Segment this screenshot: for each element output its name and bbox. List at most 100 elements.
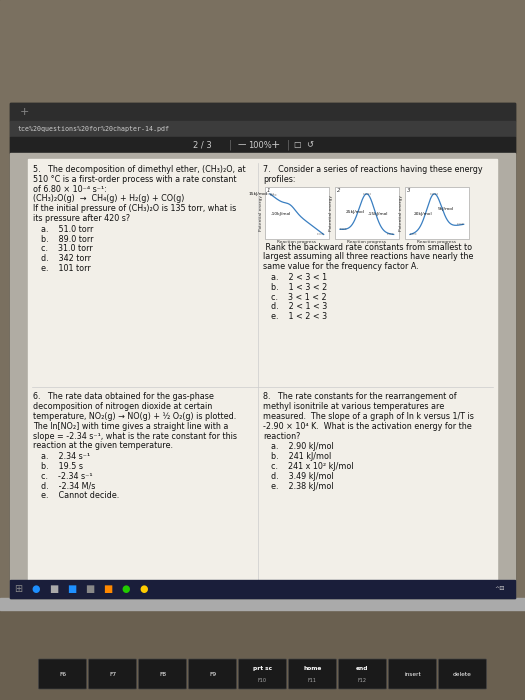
Text: b.    19.5 s: b. 19.5 s	[41, 462, 83, 471]
Text: -15kJ/mol: -15kJ/mol	[368, 212, 388, 216]
FancyBboxPatch shape	[38, 659, 87, 689]
Text: delete: delete	[453, 671, 472, 676]
Text: 510 °C is a first-order process with a rate constant: 510 °C is a first-order process with a r…	[33, 175, 236, 184]
Text: If the initial pressure of (CH₃)₂O is 135 torr, what is: If the initial pressure of (CH₃)₂O is 13…	[33, 204, 236, 214]
Text: +: +	[271, 140, 280, 150]
Text: c.    -2.34 s⁻¹: c. -2.34 s⁻¹	[41, 472, 92, 481]
Text: decomposition of nitrogen dioxide at certain: decomposition of nitrogen dioxide at cer…	[33, 402, 212, 411]
FancyBboxPatch shape	[388, 659, 436, 689]
Text: ■: ■	[86, 584, 94, 594]
Text: d.    2 < 1 < 3: d. 2 < 1 < 3	[271, 302, 327, 312]
Text: Reaction progress: Reaction progress	[277, 239, 316, 244]
Text: Reaction progress: Reaction progress	[348, 239, 386, 244]
Text: reaction?: reaction?	[263, 432, 300, 440]
Text: 5.   The decomposition of dimethyl ether, (CH₃)₂O, at: 5. The decomposition of dimethyl ether, …	[33, 165, 246, 174]
Text: b.    89.0 torr: b. 89.0 torr	[41, 234, 93, 244]
Text: c.    31.0 torr: c. 31.0 torr	[41, 244, 93, 253]
Bar	[10, 137, 515, 153]
Text: a.    2.34 s⁻¹: a. 2.34 s⁻¹	[41, 452, 90, 461]
Text: F12: F12	[358, 678, 367, 682]
Text: 15kJ/mol: 15kJ/mol	[249, 193, 268, 196]
Text: d.    3.49 kJ/mol: d. 3.49 kJ/mol	[271, 472, 333, 481]
FancyBboxPatch shape	[339, 659, 386, 689]
Text: F7: F7	[109, 671, 116, 676]
Text: F10: F10	[258, 678, 267, 682]
Text: F8: F8	[159, 671, 166, 676]
FancyBboxPatch shape	[289, 659, 337, 689]
Text: Potential energy: Potential energy	[259, 195, 263, 230]
FancyBboxPatch shape	[438, 659, 487, 689]
Text: ●: ●	[122, 584, 130, 594]
Text: largest assuming all three reactions have nearly the: largest assuming all three reactions hav…	[263, 253, 473, 261]
Text: e.    101 torr: e. 101 torr	[41, 264, 91, 273]
Text: (CH₃)₂O(g)  →  CH₄(g) + H₂(g) + CO(g): (CH₃)₂O(g) → CH₄(g) + H₂(g) + CO(g)	[33, 195, 184, 204]
Bar	[0, 598, 525, 610]
Text: 5kJ/mol: 5kJ/mol	[438, 207, 454, 211]
Text: Potential energy: Potential energy	[399, 195, 403, 230]
Bar	[265, 187, 329, 239]
Text: 7.   Consider a series of reactions having these energy: 7. Consider a series of reactions having…	[263, 165, 482, 174]
Text: methyl isonitrile at various temperatures are: methyl isonitrile at various temperature…	[263, 402, 444, 411]
Text: ■: ■	[49, 584, 59, 594]
Text: prt sc: prt sc	[253, 666, 272, 671]
Bar	[10, 103, 515, 121]
Text: —: —	[238, 141, 246, 150]
Text: ^⊟: ^⊟	[495, 587, 505, 592]
Text: a.    2 < 3 < 1: a. 2 < 3 < 1	[271, 273, 327, 282]
Text: home: home	[303, 666, 322, 671]
Text: |: |	[286, 140, 289, 150]
Bar	[10, 103, 515, 598]
Text: its pressure after 420 s?: its pressure after 420 s?	[33, 214, 130, 223]
Text: b.    241 kJ/mol: b. 241 kJ/mol	[271, 452, 331, 461]
Text: d.    -2.34 M/s: d. -2.34 M/s	[41, 482, 96, 491]
Text: 3: 3	[407, 188, 411, 193]
Text: +: +	[20, 107, 29, 117]
Text: ☐: ☐	[293, 141, 301, 150]
Text: b.    1 < 3 < 2: b. 1 < 3 < 2	[271, 283, 327, 292]
Text: 1: 1	[267, 188, 270, 193]
Text: Potential energy: Potential energy	[329, 195, 333, 230]
Text: tce%20questions%20for%20chapter-14.pdf: tce%20questions%20for%20chapter-14.pdf	[18, 126, 170, 132]
FancyBboxPatch shape	[89, 659, 136, 689]
Text: ■: ■	[103, 584, 113, 594]
Text: e.    2.38 kJ/mol: e. 2.38 kJ/mol	[271, 482, 333, 491]
Text: 6.   The rate data obtained for the gas-phase: 6. The rate data obtained for the gas-ph…	[33, 393, 214, 401]
Text: measured.  The slope of a graph of ln k versus 1/T is: measured. The slope of a graph of ln k v…	[263, 412, 474, 421]
Text: end: end	[356, 666, 369, 671]
Text: The ln[NO₂] with time gives a straight line with a: The ln[NO₂] with time gives a straight l…	[33, 422, 228, 430]
Text: |: |	[228, 140, 232, 150]
Bar	[28, 159, 497, 590]
Text: reaction at the given temperature.: reaction at the given temperature.	[33, 442, 173, 450]
FancyBboxPatch shape	[188, 659, 236, 689]
Text: c.    241 x 10² kJ/mol: c. 241 x 10² kJ/mol	[271, 462, 353, 471]
Text: 25kJ/mol: 25kJ/mol	[346, 209, 365, 214]
Text: profiles:: profiles:	[263, 175, 295, 184]
Text: ↺: ↺	[307, 141, 313, 150]
Bar	[335, 187, 399, 239]
Text: c.    3 < 1 < 2: c. 3 < 1 < 2	[271, 293, 327, 302]
FancyBboxPatch shape	[139, 659, 186, 689]
Bar	[10, 121, 515, 137]
Text: -10kJ/mol: -10kJ/mol	[271, 212, 292, 216]
Text: e.    Cannot decide.: e. Cannot decide.	[41, 491, 119, 500]
Text: temperature, NO₂(g) → NO(g) + ½ O₂(g) is plotted.: temperature, NO₂(g) → NO(g) + ½ O₂(g) is…	[33, 412, 236, 421]
Text: Reaction progress: Reaction progress	[417, 239, 456, 244]
Text: slope = -2.34 s⁻¹, what is the rate constant for this: slope = -2.34 s⁻¹, what is the rate cons…	[33, 432, 237, 440]
Text: F9: F9	[209, 671, 216, 676]
Text: e.    1 < 2 < 3: e. 1 < 2 < 3	[271, 312, 327, 321]
Text: 2 / 3: 2 / 3	[193, 141, 211, 150]
Text: -2.90 × 10⁴ K.  What is the activation energy for the: -2.90 × 10⁴ K. What is the activation en…	[263, 422, 471, 430]
Text: ■: ■	[67, 584, 77, 594]
Text: ●: ●	[32, 584, 40, 594]
Text: d.    342 torr: d. 342 torr	[41, 254, 91, 263]
Text: insert: insert	[404, 671, 421, 676]
Bar	[10, 580, 515, 598]
Bar	[10, 153, 515, 598]
Text: Rank the backward rate constants from smallest to: Rank the backward rate constants from sm…	[263, 243, 472, 251]
Text: same value for the frequency factor A.: same value for the frequency factor A.	[263, 262, 418, 271]
Text: a.    2.90 kJ/mol: a. 2.90 kJ/mol	[271, 442, 333, 452]
FancyBboxPatch shape	[238, 659, 287, 689]
Text: a.    51.0 torr: a. 51.0 torr	[41, 225, 93, 234]
Text: 20kJ/mol: 20kJ/mol	[414, 212, 432, 216]
Text: 2: 2	[337, 188, 340, 193]
